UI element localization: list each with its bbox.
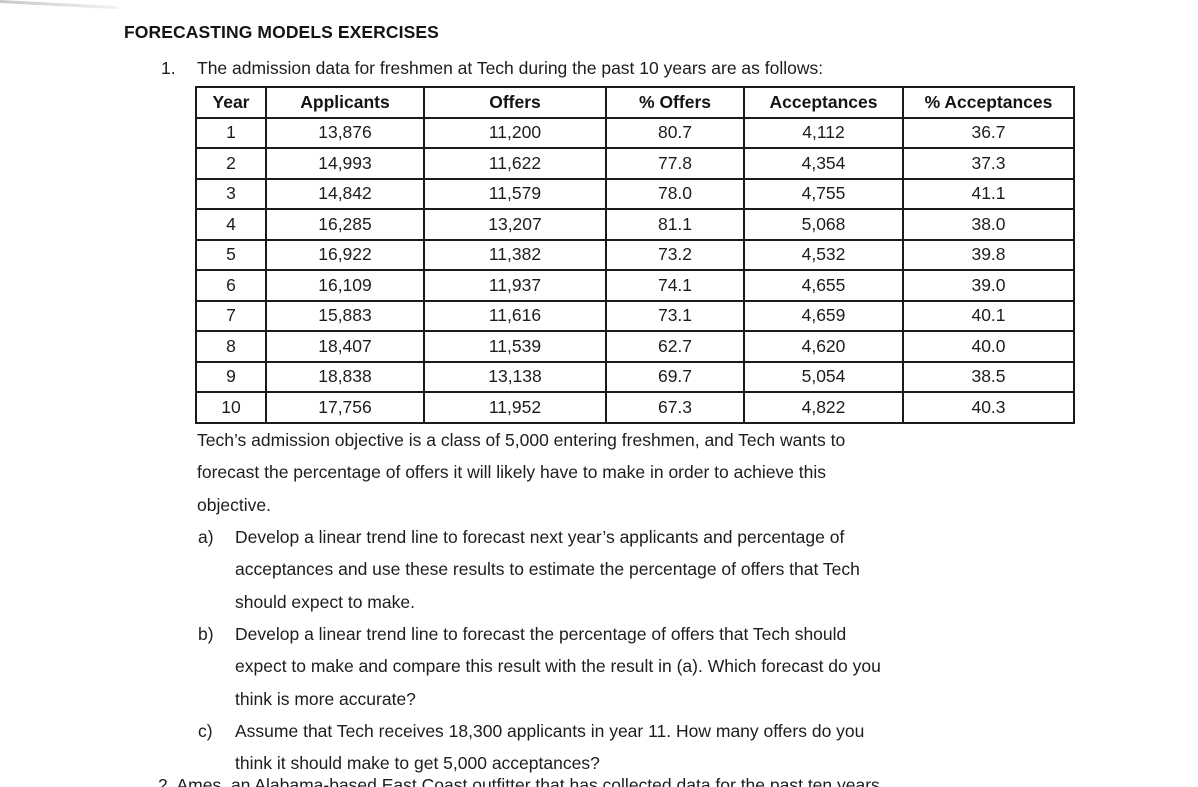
subitem-c-label: c) bbox=[198, 721, 213, 741]
table-row: 7 15,883 11,616 73.1 4,659 40.1 bbox=[195, 299, 1075, 332]
table-cell: 11,579 bbox=[423, 177, 607, 210]
table-cell: 40.3 bbox=[902, 391, 1075, 424]
table-row: 2 14,993 11,622 77.8 4,354 37.3 bbox=[195, 147, 1075, 180]
table-cell: 9 bbox=[195, 360, 267, 393]
column-header-year: Year bbox=[195, 86, 267, 119]
table-row: 6 16,109 11,937 74.1 4,655 39.0 bbox=[195, 269, 1075, 302]
table-cell: 7 bbox=[195, 299, 267, 332]
table-cell: 4,112 bbox=[743, 116, 904, 149]
table-cell: 38.5 bbox=[902, 360, 1075, 393]
objective-paragraph: Tech’s admission objective is a class of… bbox=[197, 430, 846, 515]
table-cell: 40.1 bbox=[902, 299, 1075, 332]
scan-artifact bbox=[0, 0, 118, 10]
table-cell: 16,109 bbox=[265, 269, 425, 302]
table-cell: 11,937 bbox=[423, 269, 607, 302]
table-cell: 4,532 bbox=[743, 238, 904, 271]
table-cell: 2 bbox=[195, 147, 267, 180]
table-cell: 13,876 bbox=[265, 116, 425, 149]
table-row: 8 18,407 11,539 62.7 4,620 40.0 bbox=[195, 330, 1075, 363]
table-cell: 38.0 bbox=[902, 208, 1075, 241]
next-item-clipped-line: 2. Ames, an Alabama-based East Coast out… bbox=[158, 775, 880, 787]
table-cell: 18,838 bbox=[265, 360, 425, 393]
table-cell: 4,655 bbox=[743, 269, 904, 302]
table-cell: 5,068 bbox=[743, 208, 904, 241]
table-cell: 11,382 bbox=[423, 238, 607, 271]
table-cell: 6 bbox=[195, 269, 267, 302]
table-cell: 78.0 bbox=[605, 177, 745, 210]
table-cell: 73.1 bbox=[605, 299, 745, 332]
table-row: 1 13,876 11,200 80.7 4,112 36.7 bbox=[195, 116, 1075, 149]
column-header-pct-offers: % Offers bbox=[605, 86, 745, 119]
page-title: FORECASTING MODELS EXERCISES bbox=[124, 22, 439, 42]
column-header-offers: Offers bbox=[423, 86, 607, 119]
table-cell: 39.8 bbox=[902, 238, 1075, 271]
table-cell: 73.2 bbox=[605, 238, 745, 271]
table-cell: 5 bbox=[195, 238, 267, 271]
item-1-number: 1. bbox=[161, 58, 176, 78]
subitem-a-text: Develop a linear trend line to forecast … bbox=[235, 527, 860, 612]
table-cell: 80.7 bbox=[605, 116, 745, 149]
table-cell: 62.7 bbox=[605, 330, 745, 363]
table-cell: 13,207 bbox=[423, 208, 607, 241]
table-cell: 10 bbox=[195, 391, 267, 424]
table-cell: 3 bbox=[195, 177, 267, 210]
subitem-a-label: a) bbox=[198, 527, 214, 547]
table-cell: 8 bbox=[195, 330, 267, 363]
subitem-b-label: b) bbox=[198, 624, 214, 644]
table-cell: 4,620 bbox=[743, 330, 904, 363]
table-cell: 11,200 bbox=[423, 116, 607, 149]
table-cell: 39.0 bbox=[902, 269, 1075, 302]
table-cell: 15,883 bbox=[265, 299, 425, 332]
table-cell: 77.8 bbox=[605, 147, 745, 180]
table-cell: 37.3 bbox=[902, 147, 1075, 180]
subitem-b-text: Develop a linear trend line to forecast … bbox=[235, 624, 881, 709]
table-cell: 40.0 bbox=[902, 330, 1075, 363]
table-cell: 69.7 bbox=[605, 360, 745, 393]
table-cell: 81.1 bbox=[605, 208, 745, 241]
table-cell: 36.7 bbox=[902, 116, 1075, 149]
table-cell: 4 bbox=[195, 208, 267, 241]
table-row: 9 18,838 13,138 69.7 5,054 38.5 bbox=[195, 360, 1075, 393]
table-row: 3 14,842 11,579 78.0 4,755 41.1 bbox=[195, 177, 1075, 210]
table-row: 10 17,756 11,952 67.3 4,822 40.3 bbox=[195, 391, 1075, 424]
subitem-c-text: Assume that Tech receives 18,300 applica… bbox=[235, 721, 865, 774]
table-cell: 11,539 bbox=[423, 330, 607, 363]
table-cell: 41.1 bbox=[902, 177, 1075, 210]
table-cell: 16,922 bbox=[265, 238, 425, 271]
admissions-table: Year Applicants Offers % Offers Acceptan… bbox=[195, 86, 1075, 424]
table-cell: 4,354 bbox=[743, 147, 904, 180]
table-row: 5 16,922 11,382 73.2 4,532 39.8 bbox=[195, 238, 1075, 271]
table-cell: 13,138 bbox=[423, 360, 607, 393]
table-cell: 14,842 bbox=[265, 177, 425, 210]
table-cell: 4,822 bbox=[743, 391, 904, 424]
table-cell: 18,407 bbox=[265, 330, 425, 363]
item-1-intro: The admission data for freshmen at Tech … bbox=[197, 58, 824, 78]
table-cell: 11,622 bbox=[423, 147, 607, 180]
table-cell: 14,993 bbox=[265, 147, 425, 180]
column-header-applicants: Applicants bbox=[265, 86, 425, 119]
table-cell: 1 bbox=[195, 116, 267, 149]
table-header-row: Year Applicants Offers % Offers Acceptan… bbox=[195, 86, 1075, 119]
table-cell: 17,756 bbox=[265, 391, 425, 424]
table-cell: 4,659 bbox=[743, 299, 904, 332]
table-body: 1 13,876 11,200 80.7 4,112 36.7 2 14,993 11,622 7… bbox=[195, 116, 1075, 424]
column-header-acceptances: Acceptances bbox=[743, 86, 904, 119]
table-cell: 5,054 bbox=[743, 360, 904, 393]
table-cell: 74.1 bbox=[605, 269, 745, 302]
table-cell: 4,755 bbox=[743, 177, 904, 210]
table-row: 4 16,285 13,207 81.1 5,068 38.0 bbox=[195, 208, 1075, 241]
table-cell: 67.3 bbox=[605, 391, 745, 424]
column-header-pct-acceptances: % Acceptances bbox=[902, 86, 1075, 119]
table-cell: 11,952 bbox=[423, 391, 607, 424]
table-cell: 11,616 bbox=[423, 299, 607, 332]
table-cell: 16,285 bbox=[265, 208, 425, 241]
